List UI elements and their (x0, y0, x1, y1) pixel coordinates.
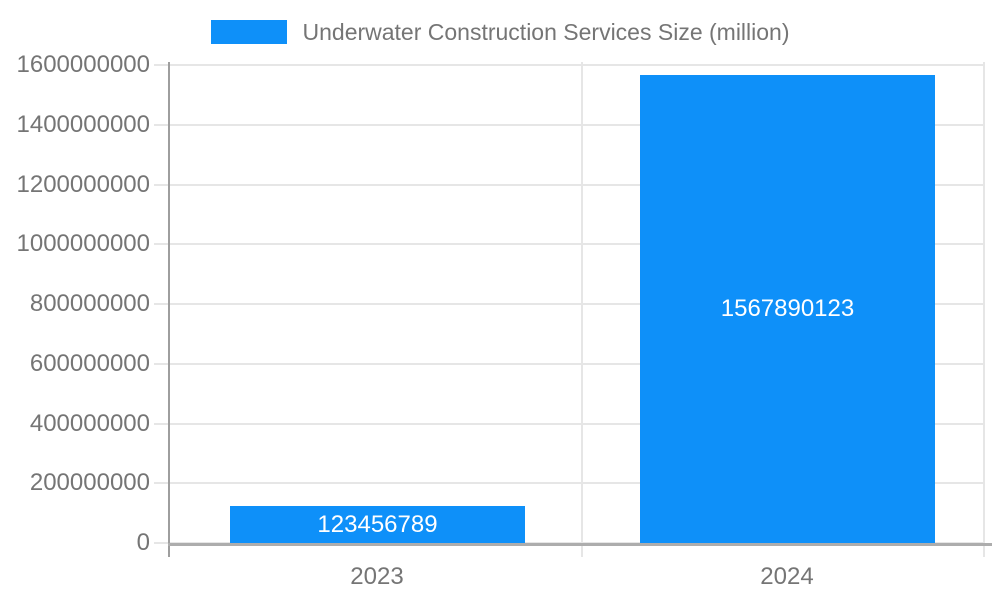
y-axis-tick-labels: 1600000000 1400000000 1200000000 1000000… (0, 53, 150, 555)
legend-swatch (210, 20, 287, 44)
gridline-horizontal (154, 183, 985, 186)
bar-series: 123456789 1567890123 (170, 65, 985, 543)
x-axis-tick-mark (983, 543, 985, 557)
chart-legend: Underwater Construction Services Size (m… (0, 18, 1000, 45)
x-axis-tick-mark (580, 543, 583, 557)
y-tick-label: 200000000 (29, 469, 150, 497)
plot-area: 123456789 1567890123 2023 2024 (154, 62, 985, 590)
gridline-vertical-band-divider (580, 62, 583, 543)
gridline-horizontal (154, 243, 985, 246)
y-tick-label: 800000000 (29, 290, 150, 317)
y-tick-label: 0 (136, 529, 150, 556)
y-tick-label: 600000000 (29, 349, 150, 377)
gridline-horizontal (154, 123, 985, 126)
bar-value-label: 123456789 (317, 510, 438, 538)
gridline-horizontal (154, 303, 985, 305)
gridline-vertical-right-edge (983, 62, 985, 543)
y-axis-line (168, 62, 170, 557)
gridline-horizontal (154, 482, 985, 485)
gridline-horizontal (154, 362, 985, 365)
x-axis-line (168, 543, 992, 546)
y-tick-label: 1200000000 (16, 170, 150, 198)
y-tick-label: 400000000 (29, 409, 150, 437)
bar-2023: 123456789 (230, 506, 525, 543)
y-tick-label: 1000000000 (16, 230, 150, 258)
gridline-horizontal (154, 422, 985, 425)
gridline-horizontal (154, 64, 985, 66)
bar-2024: 1567890123 (640, 74, 935, 543)
bar-value-label: 1567890123 (720, 294, 855, 322)
y-tick-label: 1600000000 (16, 51, 150, 78)
x-axis-label-2024: 2024 (760, 563, 814, 590)
legend-label: Underwater Construction Services Size (m… (302, 18, 790, 45)
y-tick-label: 1400000000 (16, 110, 150, 138)
x-axis-label-2023: 2023 (350, 563, 404, 590)
